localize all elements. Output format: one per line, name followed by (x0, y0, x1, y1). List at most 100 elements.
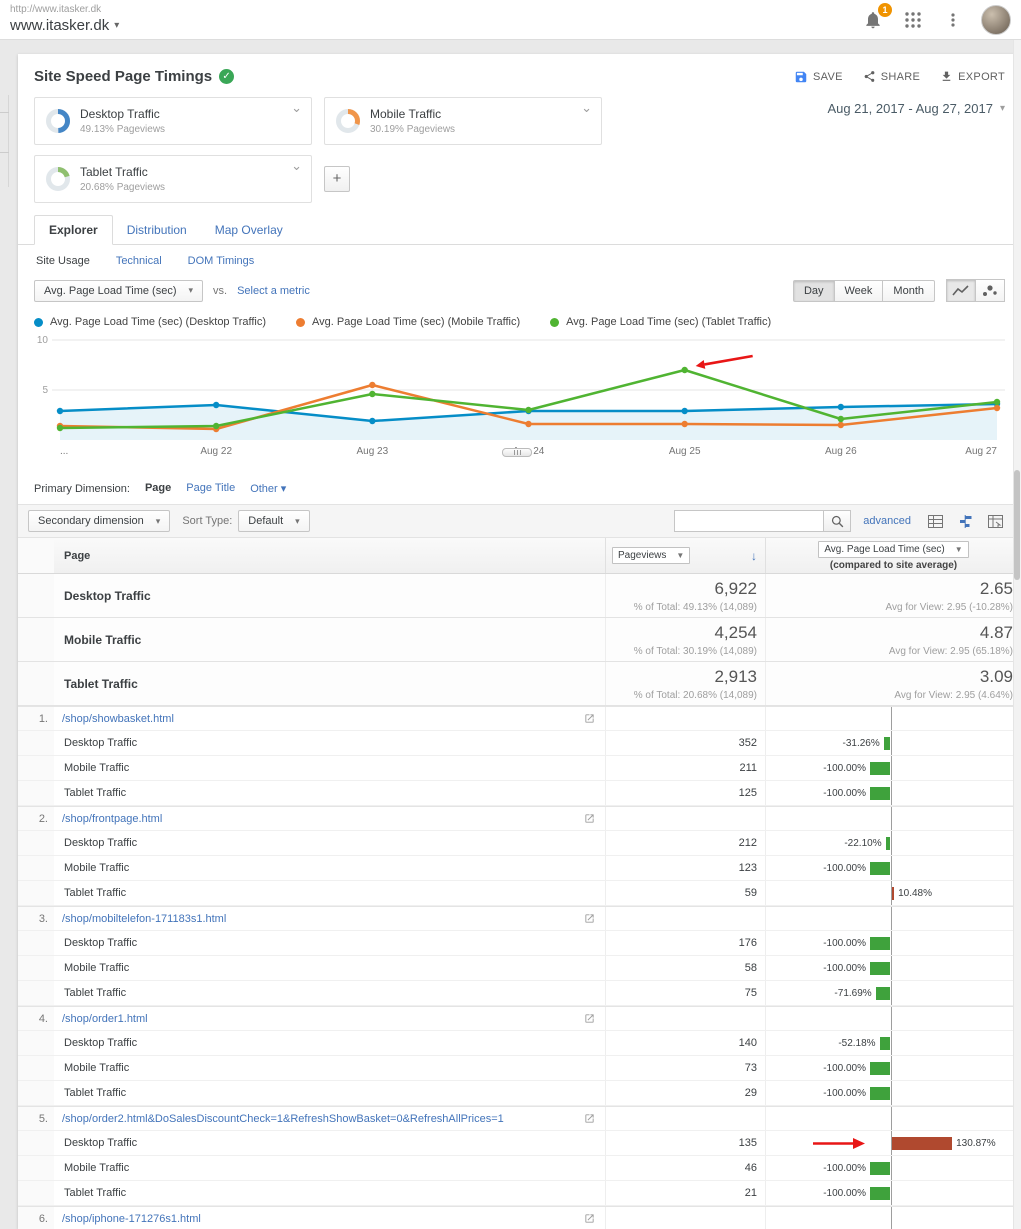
segment-metric-row: Mobile Traffic 211 -100.00% (18, 756, 1021, 781)
line-chart-view-button[interactable] (946, 279, 976, 302)
comparison-cell: -31.26% (765, 731, 1021, 755)
legend-item[interactable]: Avg. Page Load Time (sec) (Mobile Traffi… (296, 316, 520, 328)
pageviews-value: 73 (605, 1056, 765, 1080)
comparison-axis (891, 1156, 892, 1180)
apps-grid-button[interactable] (901, 8, 925, 32)
subnav-dom-timings[interactable]: DOM Timings (187, 255, 255, 267)
subnav-technical[interactable]: Technical (115, 255, 162, 267)
pivot-view-button[interactable] (983, 511, 1007, 531)
sort-descending-icon[interactable]: ↓ (751, 548, 757, 563)
share-button[interactable]: SHARE (863, 70, 920, 84)
index-cell (18, 574, 54, 617)
segment-metric-row: Desktop Traffic 212 -22.10% (18, 831, 1021, 856)
index-cell (18, 1081, 54, 1105)
advanced-search-link[interactable]: advanced (863, 515, 911, 527)
open-in-new-icon[interactable] (584, 1013, 595, 1024)
tab-explorer[interactable]: Explorer (34, 215, 113, 245)
timeline-scrubber[interactable] (502, 448, 532, 457)
notifications-button[interactable]: 1 (861, 3, 892, 32)
open-in-new-icon[interactable] (584, 1113, 595, 1124)
metric-dropdown[interactable]: Avg. Page Load Time (sec) ▾ (34, 279, 204, 302)
page-row: 2. /shop/frontpage.html (18, 806, 1021, 831)
summary-segment-label: Desktop Traffic (64, 588, 151, 603)
vertical-scrollbar[interactable] (1013, 40, 1021, 1229)
subnav-site-usage[interactable]: Site Usage (36, 255, 90, 267)
open-in-new-icon[interactable] (584, 713, 595, 724)
segment-name: Desktop Traffic (64, 1037, 138, 1049)
segment-card[interactable]: Mobile Traffic 30.19% Pageviews ⌄ (324, 97, 602, 145)
secondary-dimension-label: Secondary dimension (38, 515, 144, 527)
pageviews-cell (605, 1107, 765, 1130)
comparison-axis (891, 1081, 892, 1105)
comparison-cell: 130.87% (765, 1131, 1021, 1155)
granularity-month-button[interactable]: Month (882, 279, 935, 302)
date-range-selector[interactable]: Aug 21, 2017 - Aug 27, 2017 ▾ (827, 101, 1005, 116)
metric-column-label: Avg. Page Load Time (sec) (824, 543, 945, 555)
table-search-input[interactable] (674, 510, 825, 532)
legend-item[interactable]: Avg. Page Load Time (sec) (Tablet Traffi… (550, 316, 771, 328)
comparison-cell (765, 1107, 1021, 1130)
comparison-axis (891, 1031, 892, 1055)
page-row: 5. /shop/order2.html&DoSalesDiscountChec… (18, 1106, 1021, 1131)
pageviews-column-label: Pageviews (618, 550, 667, 561)
topbar: http://www.itasker.dk www.itasker.dk ▾ 1 (0, 0, 1021, 40)
legend-item[interactable]: Avg. Page Load Time (sec) (Desktop Traff… (34, 316, 266, 328)
legend-dot-icon (550, 317, 560, 327)
line-chart-icon (952, 284, 969, 296)
page-url-link[interactable]: /shop/order2.html&DoSalesDiscountCheck=1… (62, 1112, 504, 1125)
page-row: 3. /shop/mobiltelefon-171183s1.html (18, 906, 1021, 931)
overflow-menu-button[interactable] (941, 8, 965, 32)
granularity-day-button[interactable]: Day (792, 279, 835, 302)
scrollbar-thumb[interactable] (1014, 470, 1020, 580)
search-button[interactable] (824, 510, 852, 532)
pageviews-value: 21 (605, 1181, 765, 1205)
table-header-row: Page Pageviews ▼ ↓ Avg. Page Load Time (… (18, 538, 1021, 574)
comparison-view-button[interactable] (953, 511, 977, 531)
segment-card[interactable]: Desktop Traffic 49.13% Pageviews ⌄ (34, 97, 312, 145)
comparison-percent-label: -100.00% (823, 938, 866, 949)
page-url-link[interactable]: /shop/mobiltelefon-171183s1.html (62, 912, 227, 925)
comparison-percent-label: -100.00% (823, 763, 866, 774)
comparison-percent-label: 10.48% (898, 888, 933, 899)
comparison-axis (891, 956, 892, 980)
summary-row: Tablet Traffic 2,913 % of Total: 20.68% … (18, 662, 1021, 706)
save-icon (795, 71, 807, 82)
segment-donut-icon (46, 167, 70, 191)
comparison-cell: -100.00% (765, 1056, 1021, 1080)
granularity-week-button[interactable]: Week (833, 279, 884, 302)
table-body: Desktop Traffic 6,922 % of Total: 49.13%… (18, 574, 1021, 1229)
dimension-option-page[interactable]: Page (144, 482, 172, 494)
dimension-option-page-title[interactable]: Page Title (186, 482, 236, 494)
open-in-new-icon[interactable] (584, 1213, 595, 1224)
add-segment-button[interactable]: + (324, 166, 350, 192)
page-url-link[interactable]: /shop/showbasket.html (62, 712, 174, 725)
index-cell (18, 1131, 54, 1155)
save-button[interactable]: SAVE (794, 70, 843, 84)
sort-type-dropdown[interactable]: Default ▾ (238, 510, 310, 532)
pageviews-column-selector[interactable]: Pageviews ▼ (612, 547, 691, 564)
metric-column-selector[interactable]: Avg. Page Load Time (sec) ▼ (818, 540, 969, 558)
table-view-button[interactable] (923, 511, 947, 531)
page-url-link[interactable]: /shop/order1.html (62, 1012, 148, 1025)
motion-chart-view-button[interactable] (975, 279, 1005, 302)
page-url-link[interactable]: /shop/frontpage.html (62, 812, 163, 825)
open-in-new-icon[interactable] (584, 913, 595, 924)
select-metric-link[interactable]: Select a metric (237, 284, 310, 297)
export-button[interactable]: EXPORT (940, 70, 1005, 84)
dimension-option-other[interactable]: Other ▾ (250, 483, 287, 495)
comparison-bar (870, 1087, 890, 1100)
index-cell (18, 618, 54, 661)
user-avatar[interactable] (981, 5, 1011, 35)
account-selector[interactable]: www.itasker.dk ▾ (10, 17, 119, 34)
page-url-link[interactable]: /shop/iphone-171276s1.html (62, 1212, 201, 1225)
comparison-axis (891, 881, 892, 905)
comparison-cell: -100.00% (765, 1181, 1021, 1205)
tab-map-overlay[interactable]: Map Overlay (214, 223, 283, 237)
comparison-cell (765, 1007, 1021, 1030)
segment-card[interactable]: Tablet Traffic 20.68% Pageviews ⌄ (34, 155, 312, 203)
comparison-bar (883, 737, 890, 750)
tab-distribution[interactable]: Distribution (126, 223, 187, 237)
open-in-new-icon[interactable] (584, 813, 595, 824)
secondary-dimension-dropdown[interactable]: Secondary dimension ▾ (28, 510, 171, 532)
